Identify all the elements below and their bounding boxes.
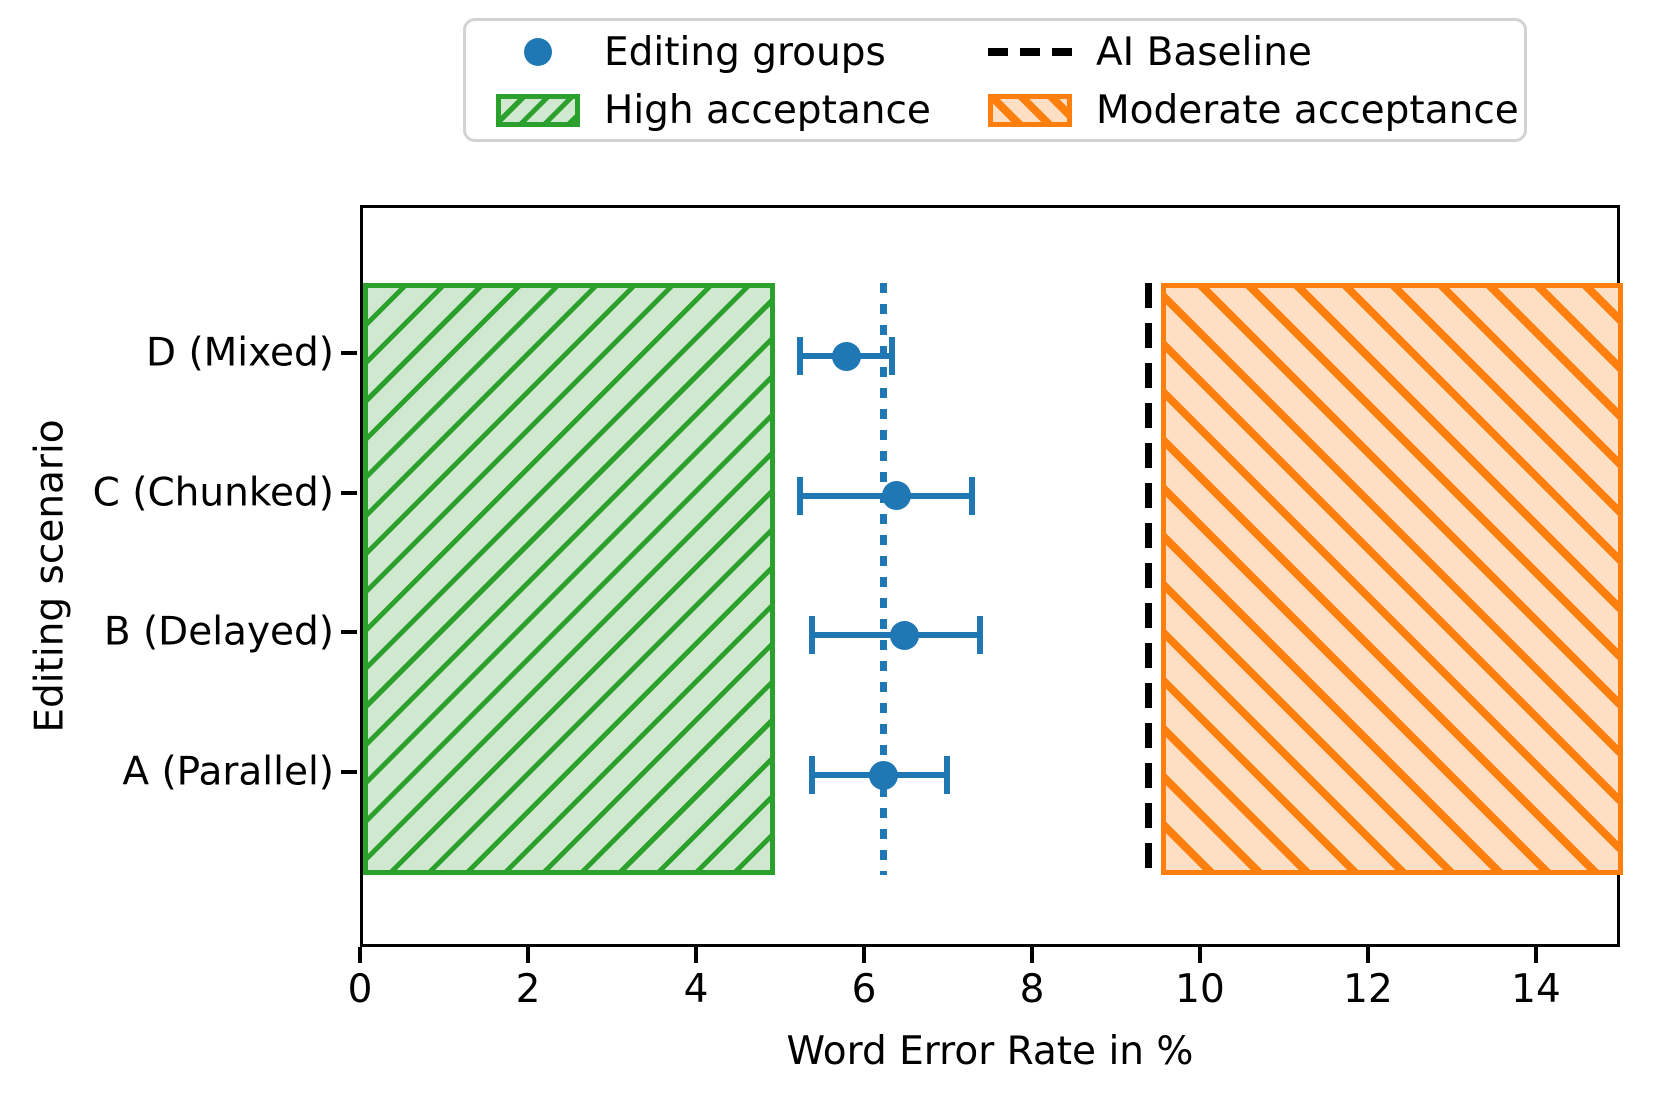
x-axis-tick — [694, 947, 698, 963]
x-axis-tick — [526, 947, 530, 963]
x-axis-tick-label: 14 — [1511, 967, 1561, 1012]
y-axis-tick — [341, 630, 357, 635]
error-cap-high-a-parallel — [943, 756, 950, 794]
x-axis-title: Word Error Rate in % — [786, 1029, 1194, 1074]
x-axis-tick-label: 12 — [1343, 967, 1393, 1012]
legend-marker-box — [964, 48, 1096, 56]
legend-item-moderate-acceptance: Moderate acceptance — [964, 81, 1519, 139]
error-cap-low-d-mixed — [796, 337, 803, 375]
x-axis-tick-label: 2 — [515, 967, 541, 1012]
x-axis-tick-label: 0 — [347, 967, 373, 1012]
error-cap-low-b-delayed — [809, 616, 816, 655]
ai-baseline-line — [1144, 283, 1152, 875]
x-axis-tick — [1366, 947, 1370, 963]
x-axis-tick — [1534, 947, 1538, 963]
legend-label: High acceptance — [604, 87, 931, 133]
data-point-c-chunked — [881, 481, 911, 511]
y-axis-tick-label: A (Parallel) — [122, 749, 334, 795]
legend-marker-box — [472, 38, 604, 66]
dashed-line-icon — [988, 48, 1072, 56]
orange-hatch-swatch-icon — [988, 93, 1072, 127]
x-axis-tick — [358, 947, 362, 963]
legend-label: Moderate acceptance — [1096, 87, 1519, 133]
error-cap-high-d-mixed — [889, 337, 896, 375]
x-axis-tick-label: 8 — [1019, 967, 1045, 1012]
legend-item-high-acceptance: High acceptance — [472, 81, 964, 139]
x-axis-tick — [1198, 947, 1202, 963]
x-axis-tick-label: 10 — [1175, 967, 1225, 1012]
y-axis-tick — [341, 770, 357, 774]
legend-label: Editing groups — [604, 29, 886, 75]
error-cap-low-a-parallel — [809, 756, 816, 794]
x-axis-tick — [862, 947, 866, 963]
x-axis-tick-label: 4 — [683, 967, 709, 1012]
editing-groups-mean-line — [880, 283, 888, 875]
legend-label: AI Baseline — [1096, 29, 1312, 75]
data-point-d-mixed — [831, 341, 861, 371]
y-axis-tick-label: B (Delayed) — [103, 609, 334, 655]
green-hatch-swatch-icon — [496, 93, 580, 127]
x-axis-tick — [1030, 947, 1034, 963]
x-axis-tick-label: 6 — [851, 967, 877, 1012]
plot-area — [360, 205, 1623, 947]
legend-item-ai-baseline: AI Baseline — [964, 23, 1519, 81]
y-axis-tick — [341, 351, 357, 355]
y-axis-tick-label: C (Chunked) — [92, 470, 334, 516]
legend-marker-box — [472, 93, 604, 127]
y-axis-title: Editing scenario — [27, 419, 73, 733]
legend-item-editing-groups: Editing groups — [472, 23, 964, 81]
data-point-b-delayed — [890, 620, 920, 650]
y-axis-tick-label: D (Mixed) — [146, 330, 334, 376]
blue-dot-icon — [524, 38, 552, 66]
error-cap-high-c-chunked — [969, 476, 975, 515]
legend-marker-box — [964, 93, 1096, 127]
region-moderate-acceptance — [1161, 283, 1623, 875]
data-point-a-parallel — [869, 760, 899, 790]
legend: Editing groups AI Baseline High acceptan… — [463, 18, 1527, 142]
error-cap-low-c-chunked — [796, 476, 803, 515]
y-axis-tick — [341, 490, 357, 495]
error-cap-high-b-delayed — [977, 616, 984, 655]
region-high-acceptance — [363, 283, 775, 875]
